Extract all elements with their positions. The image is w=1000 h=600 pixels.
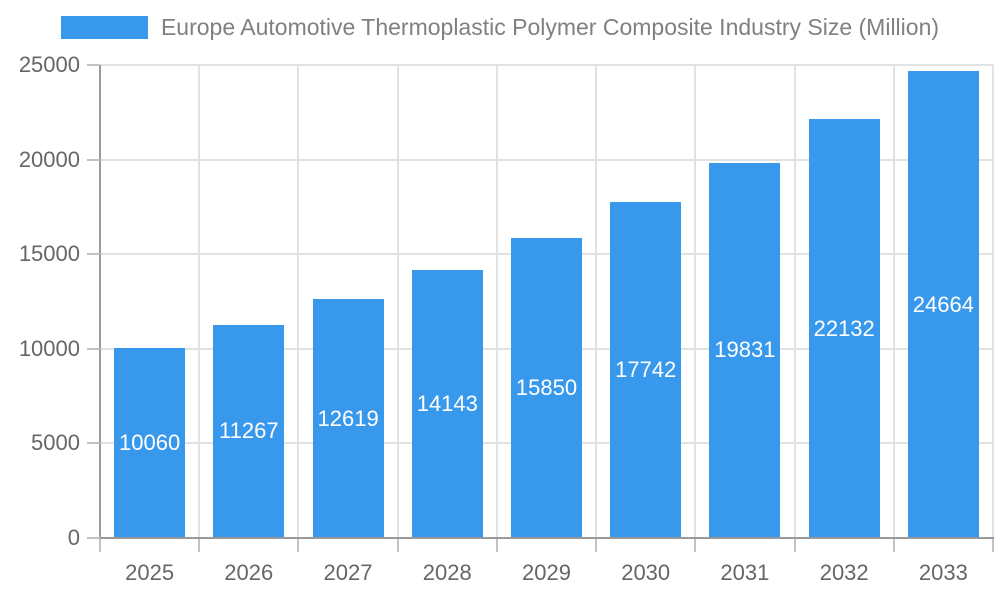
x-axis-tick (99, 539, 101, 552)
x-tick-label: 2030 (621, 560, 671, 585)
y-axis-tick (87, 158, 100, 161)
x-tick-label: 2033 (918, 560, 968, 585)
y-tick-label: 15000 (18, 241, 80, 267)
y-axis-tick (87, 347, 100, 350)
gridline-v (694, 65, 697, 538)
x-tick-label: 2027 (323, 560, 373, 585)
bar-value-label: 24664 (912, 291, 974, 317)
bar[interactable]: 10060 (114, 347, 186, 538)
plot-area: 10060 11267 12619 14143 15850 17742 19831 22132… (100, 64, 994, 538)
gridline-v (297, 65, 300, 538)
y-tick-label: 0 (67, 525, 80, 550)
legend-label: Europe Automotive Thermoplastic Polymer … (160, 14, 940, 40)
bar[interactable]: 19831 (709, 162, 781, 538)
y-axis-tick (87, 64, 100, 66)
y-axis-tick (87, 253, 100, 256)
bar-value-label: 14143 (416, 391, 478, 417)
gridline-v (793, 65, 796, 538)
x-tick-label: 2028 (422, 560, 472, 585)
x-axis-tick (793, 539, 796, 552)
bar[interactable]: 22132 (808, 119, 880, 538)
x-axis-tick (892, 539, 895, 552)
x-tick-label: 2026 (224, 560, 274, 585)
x-tick-label: 2025 (125, 560, 175, 585)
legend[interactable]: Europe Automotive Thermoplastic Polymer … (0, 14, 1000, 41)
bar-value-label: 10060 (119, 429, 181, 455)
bar[interactable]: 11267 (213, 324, 285, 538)
x-axis-tick (297, 539, 300, 552)
bar[interactable]: 14143 (411, 270, 483, 538)
bar-value-label: 17742 (615, 357, 677, 383)
bar-value-label: 15850 (515, 375, 578, 401)
x-axis-line (99, 537, 994, 539)
gridline-v (495, 65, 498, 538)
gridline-v (992, 65, 994, 538)
y-tick-label: 20000 (18, 146, 80, 172)
x-axis-tick (595, 539, 598, 552)
y-axis-line (99, 65, 101, 540)
gridline-v (198, 65, 201, 538)
bar[interactable]: 17742 (610, 202, 682, 538)
x-axis-tick (198, 539, 201, 552)
y-axis-tick (87, 537, 100, 539)
x-tick-label: 2031 (720, 560, 770, 585)
gridline-h (100, 64, 993, 66)
gridline-v (396, 65, 399, 538)
x-axis-tick (694, 539, 697, 552)
y-axis: 0 5000 10000 15000 20000 25000 (0, 52, 80, 550)
bar[interactable]: 24664 (907, 71, 979, 538)
legend-swatch-icon (60, 16, 148, 39)
gridline-v (595, 65, 598, 538)
bar-value-label: 12619 (317, 405, 379, 431)
y-tick-label: 25000 (18, 52, 80, 77)
gridline-v (892, 65, 895, 538)
bar[interactable]: 12619 (312, 299, 384, 538)
bar-value-label: 11267 (219, 418, 279, 444)
gridline-h (100, 158, 993, 161)
x-axis-tick (495, 539, 498, 552)
x-axis-tick (396, 539, 399, 552)
y-tick-label: 5000 (31, 430, 80, 456)
y-tick-label: 10000 (18, 335, 80, 361)
bar[interactable]: 15850 (511, 238, 582, 538)
x-tick-label: 2032 (819, 560, 869, 585)
bar-value-label: 22132 (813, 315, 875, 341)
x-axis-tick (992, 539, 994, 552)
y-axis-tick (87, 442, 100, 445)
x-tick-label: 2029 (522, 560, 571, 585)
bar-value-label: 19831 (714, 337, 776, 363)
x-axis: 2025 2026 2027 2028 2029 2030 2031 2032 2033 (100, 556, 993, 592)
